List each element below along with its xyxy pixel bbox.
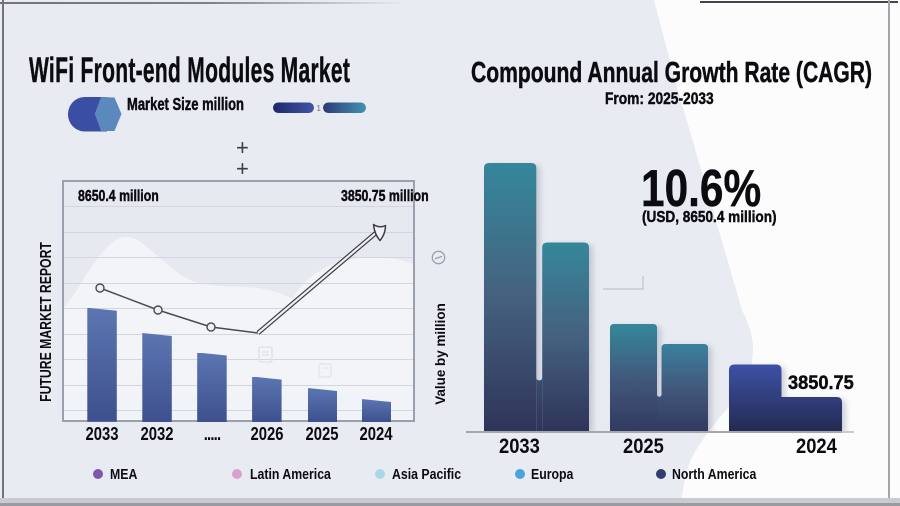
svg-text:1: 1 xyxy=(317,104,322,113)
